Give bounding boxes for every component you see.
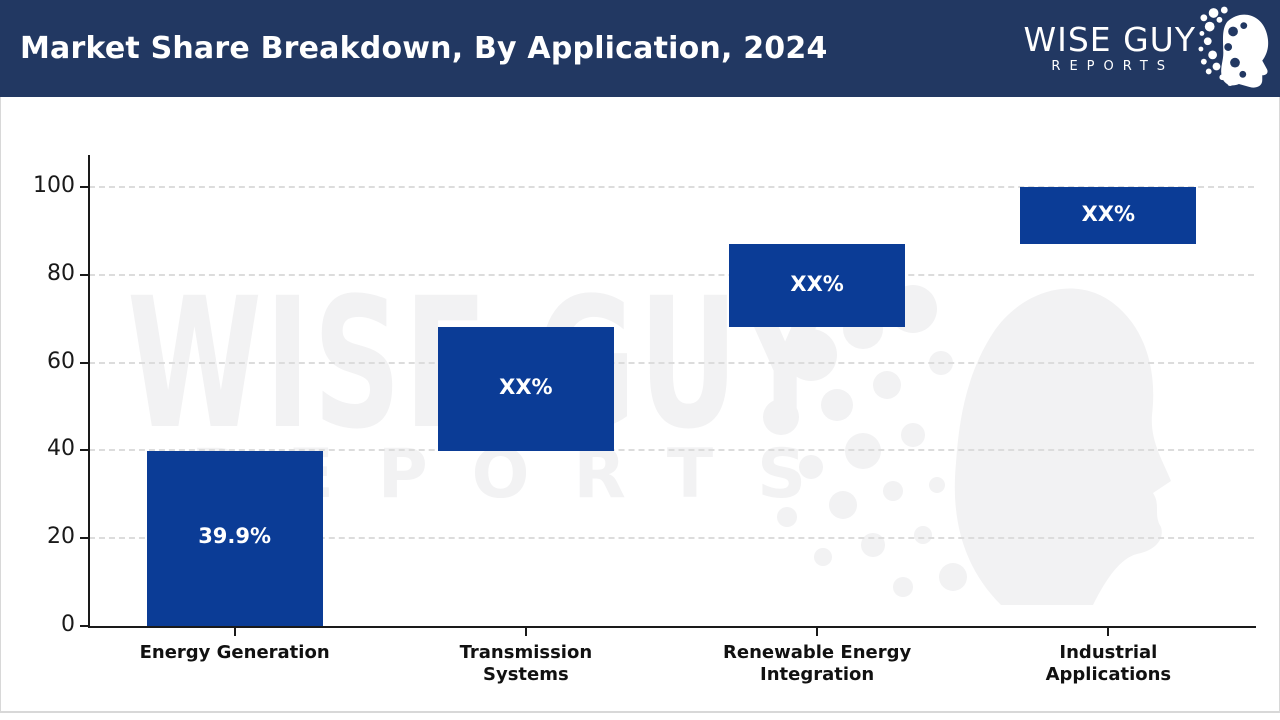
y-tick-label-60: 60 bbox=[47, 348, 75, 374]
y-axis-spine bbox=[88, 155, 90, 628]
y-tick-80 bbox=[80, 273, 88, 276]
category-label-1: Energy Generation bbox=[115, 642, 355, 664]
logo-name: WISE GUY bbox=[1023, 20, 1196, 59]
bar-value-label-3: XX% bbox=[790, 271, 844, 296]
bar-value-label-1: 39.9% bbox=[198, 524, 272, 549]
x-tick-2 bbox=[524, 628, 527, 636]
header-bar: Market Share Breakdown, By Application, … bbox=[0, 0, 1280, 97]
bar-2 bbox=[437, 327, 614, 451]
category-label-line: Energy Generation bbox=[139, 642, 330, 663]
y-tick-label-20: 20 bbox=[47, 524, 75, 550]
logo-head-icon bbox=[1198, 6, 1269, 88]
category-label-line: Integration bbox=[760, 664, 875, 685]
logo-wordmark: WISE GUY REPORTS bbox=[1023, 20, 1196, 75]
wise-guy-logo: WISE GUY REPORTS bbox=[1023, 5, 1280, 93]
logo-subtitle: REPORTS bbox=[1051, 59, 1175, 74]
y-tick-20 bbox=[80, 537, 88, 540]
category-label-line: Transmission bbox=[459, 642, 593, 663]
page-title: Market Share Breakdown, By Application, … bbox=[20, 31, 828, 66]
x-tick-4 bbox=[1107, 628, 1110, 636]
watermark-head-icon bbox=[763, 285, 1171, 605]
y-tick-label-100: 100 bbox=[33, 173, 75, 198]
category-label-4: Industrial Applications bbox=[988, 642, 1228, 686]
x-tick-1 bbox=[233, 628, 236, 636]
x-tick-3 bbox=[816, 628, 819, 636]
gridline-80 bbox=[89, 273, 1254, 276]
y-tick-label-80: 80 bbox=[47, 260, 75, 286]
category-label-line: Renewable Energy bbox=[723, 642, 912, 663]
category-label-3: Renewable Energy Integration bbox=[697, 642, 937, 686]
bar-4 bbox=[1020, 187, 1197, 245]
y-tick-40 bbox=[80, 449, 88, 452]
chart-canvas: WISE GUY REPORTS 0 20 40 60 80 100 39.9% Energy… bbox=[0, 97, 1280, 713]
bar-value-label-4: XX% bbox=[1081, 201, 1136, 226]
bar-3 bbox=[729, 244, 906, 328]
gridline-100 bbox=[89, 186, 1254, 188]
bar-1 bbox=[146, 450, 323, 626]
category-label-2: Transmission Systems bbox=[406, 642, 646, 686]
gridline-40 bbox=[89, 449, 1254, 452]
y-tick-60 bbox=[80, 361, 88, 364]
x-axis-spine bbox=[88, 626, 1256, 628]
y-tick-0 bbox=[80, 625, 88, 627]
bar-value-label-2: XX% bbox=[499, 375, 553, 400]
category-label-line: Applications bbox=[1045, 664, 1172, 685]
y-tick-label-40: 40 bbox=[47, 436, 75, 462]
category-label-line: Systems bbox=[483, 664, 569, 685]
gridline-20 bbox=[89, 537, 1254, 540]
y-tick-100 bbox=[80, 186, 88, 188]
y-tick-label-0: 0 bbox=[61, 612, 75, 637]
gridline-60 bbox=[89, 361, 1254, 364]
category-label-line: Industrial bbox=[1059, 642, 1158, 663]
